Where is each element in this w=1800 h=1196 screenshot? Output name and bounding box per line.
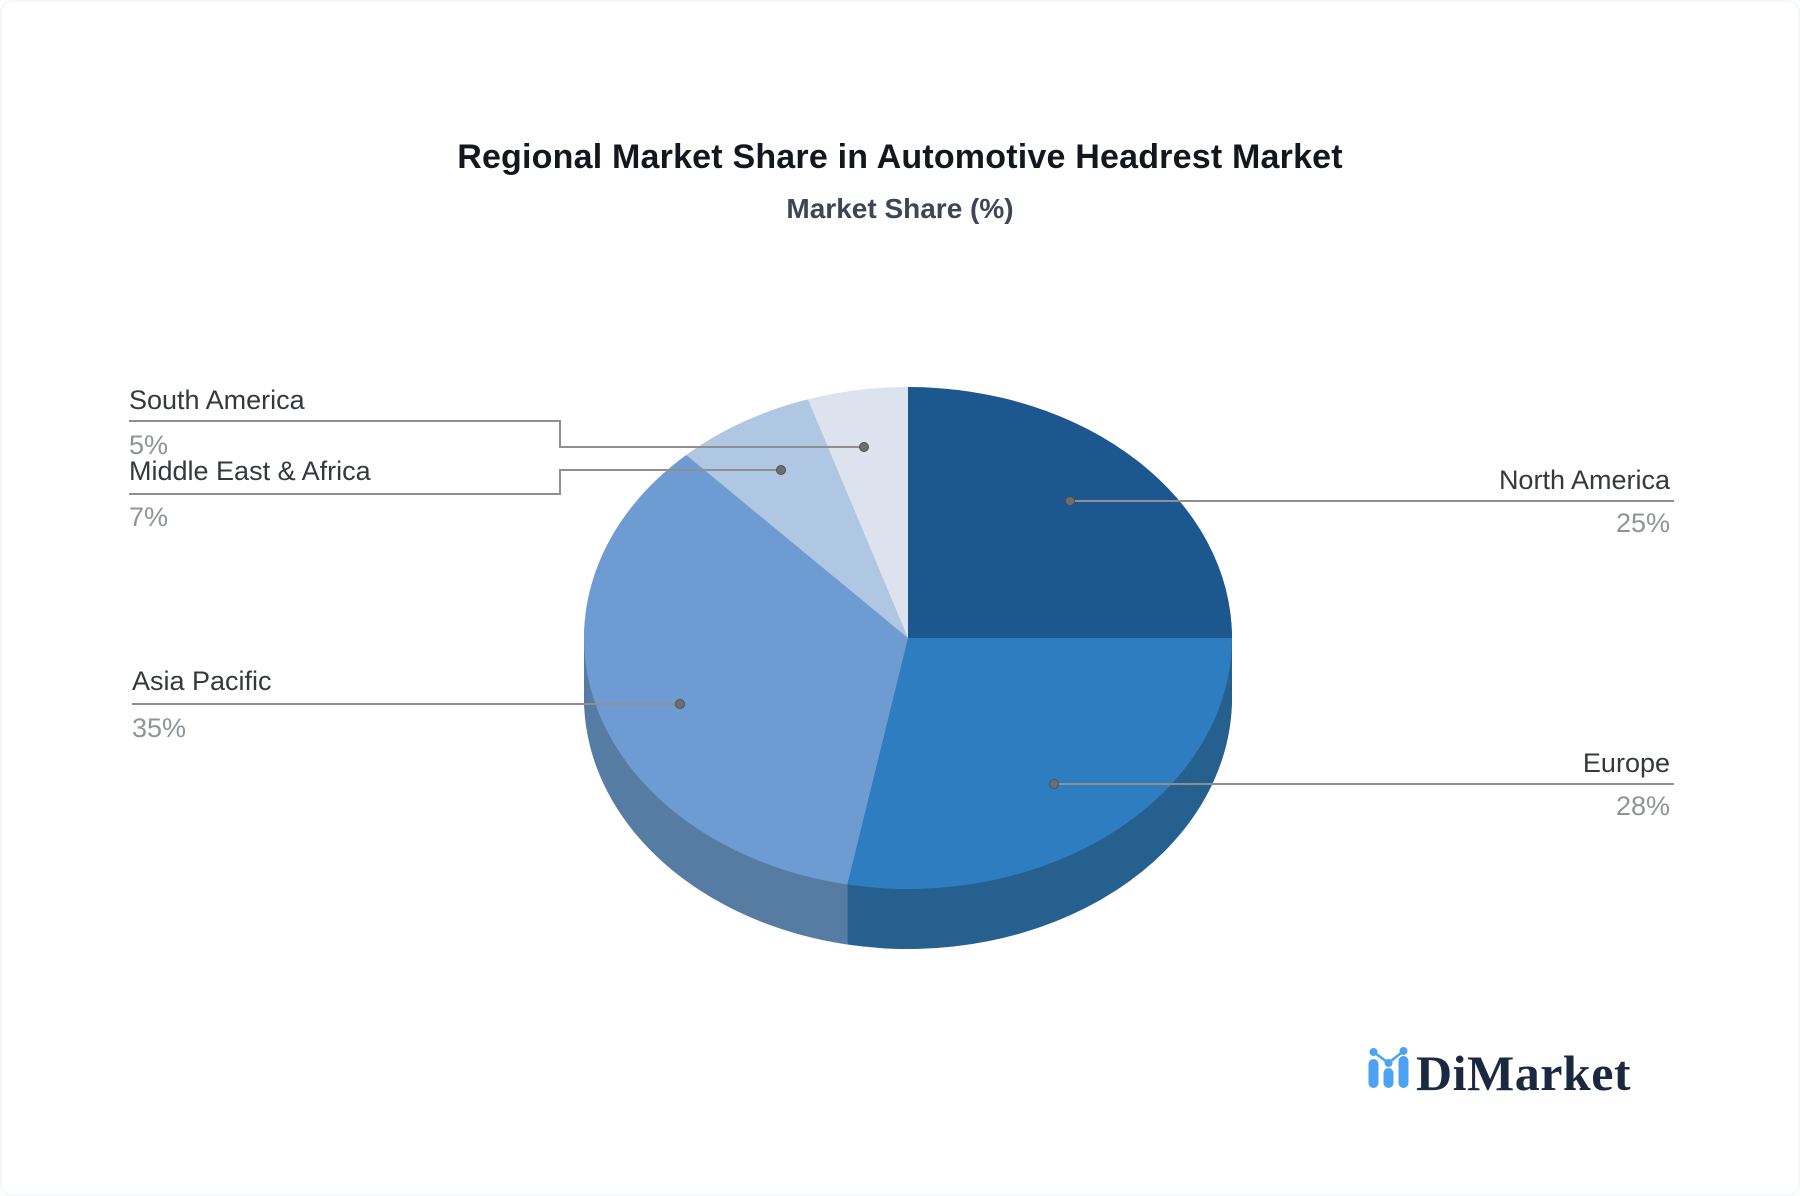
label-connectors [129,420,1674,789]
connector-line-middle-east-africa [129,469,781,495]
page-title: Regional Market Share in Automotive Head… [457,138,1343,176]
bar-chart-logo-icon [1368,1047,1409,1088]
slice-label-value-asia-pacific: 35% [132,713,187,743]
slice-label-name-north-america: North America [1498,465,1670,495]
connector-dot-asia-pacific [675,699,685,709]
slice-label-value-south-america: 5% [129,430,169,460]
pie-slice-asia-pacific [583,455,908,885]
slice-label-name-europe: Europe [1582,748,1670,778]
pie-slice-middle-east-africa [686,399,908,638]
slice-label-value-europe: 28% [1615,791,1670,821]
connector-dot-north-america [1065,496,1075,506]
connector-line-south-america [129,420,864,448]
slice-label-value-middle-east-africa: 7% [129,502,169,532]
chart-subtitle: Market Share (%) [786,193,1014,224]
slice-label-name-middle-east-africa: Middle East & Africa [129,456,371,486]
connector-dot-south-america [859,442,869,452]
pie-slice-south-america [807,387,908,638]
slice-label-value-north-america: 25% [1615,508,1670,538]
pie-slice-europe [847,638,1232,889]
connector-dot-europe [1049,779,1059,789]
pie-slice-north-america [908,387,1232,638]
connector-dot-middle-east-africa [776,465,786,475]
brand-name: DiMarket [1416,1045,1632,1101]
pie-top-face [583,387,1232,889]
slice-label-name-south-america: South America [129,385,305,415]
slice-label-name-asia-pacific: Asia Pacific [132,666,272,696]
